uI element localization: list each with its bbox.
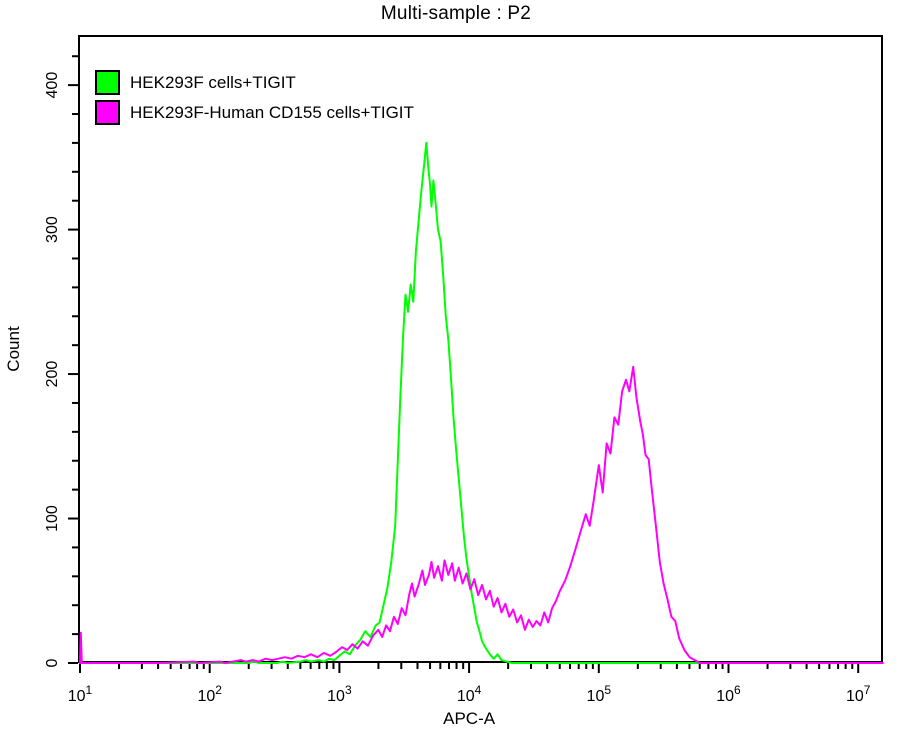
x-axis-title: APC-A [443,709,496,728]
x-axis-tick-label: 101 [68,683,93,705]
y-axis-title: Count [4,326,23,372]
legend-swatch-magenta [95,100,120,125]
y-axis-tick-label: 0 [44,658,61,667]
legend-swatch-green [95,70,120,95]
x-axis-tick-label: 102 [197,683,222,705]
legend: HEK293F cells+TIGIT HEK293F-Human CD155 … [95,70,414,125]
legend-label-magenta: HEK293F-Human CD155 cells+TIGIT [130,102,414,122]
series-curve-green [79,141,884,664]
plot-border [78,35,883,663]
y-axis-tick-label: 100 [44,505,61,532]
x-axis-tick-label: 107 [846,683,871,705]
chart-title: Multi-sample : P2 [380,3,532,24]
x-axis-tick-label: 106 [716,683,741,705]
y-axis-tick-label: 400 [44,72,61,99]
x-axis-tick-label: 103 [327,683,352,705]
x-axis-tick-label: 105 [587,683,612,705]
y-axis-tick-label: 200 [44,361,61,388]
legend-item-magenta: HEK293F-Human CD155 cells+TIGIT [95,100,414,125]
legend-item-green: HEK293F cells+TIGIT [95,70,414,95]
y-axis-tick-label: 300 [44,216,61,243]
legend-label-green: HEK293F cells+TIGIT [130,72,296,92]
x-axis-tick-label: 104 [457,683,482,705]
series-curve-magenta [79,365,884,664]
